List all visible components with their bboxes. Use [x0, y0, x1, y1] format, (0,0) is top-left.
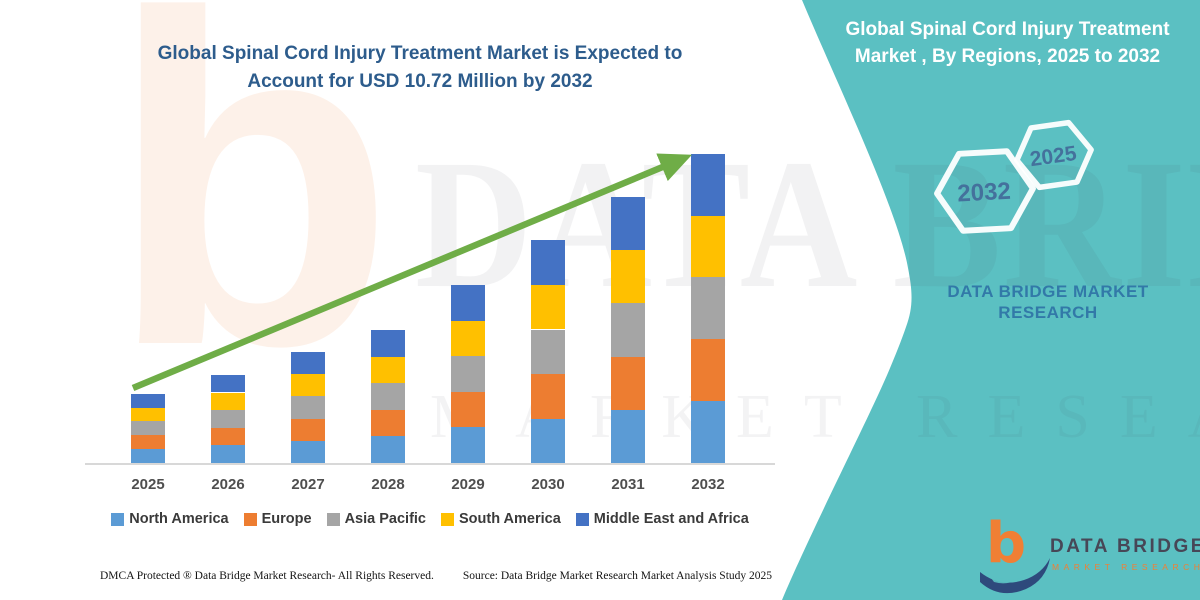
bar-segment: [131, 449, 165, 463]
x-axis-label: 2025: [131, 476, 165, 493]
x-axis-label: 2029: [451, 476, 485, 493]
bar-segment: [211, 374, 245, 393]
bar-segment: [291, 374, 325, 397]
legend-swatch: [575, 512, 589, 526]
legend: North America Europe Asia Pacific South Ame…: [85, 511, 775, 527]
bar-segment: [131, 407, 165, 422]
bar-segment: [131, 393, 165, 408]
x-axis-label: 2027: [291, 476, 325, 493]
logo-b-icon: b: [986, 511, 1027, 576]
trend-arrow-line: [131, 153, 692, 391]
logo-tagline: MARKET RESEARCH: [1052, 562, 1200, 572]
x-axis-labels: 2025 2026 2027 2028 2029 2030 2031 2032: [85, 476, 775, 496]
x-axis-label: 2032: [691, 476, 725, 493]
bar-segment: [531, 374, 565, 419]
bar-segment: [451, 391, 485, 428]
bar-segment: [451, 427, 485, 463]
logo-name: DATA BRIDGE: [1050, 536, 1200, 557]
bar-segment: [451, 285, 485, 321]
legend-swatch: [111, 512, 125, 526]
legend-swatch: [441, 512, 454, 526]
bar-segment: [211, 445, 245, 463]
bar-segment: [691, 153, 725, 216]
x-axis-label: 2026: [211, 476, 245, 493]
hexagon-2025-label: 2025: [1028, 142, 1078, 171]
hexagon-2025: [1014, 119, 1094, 191]
bar-segment: [291, 418, 325, 441]
bar-segment: [131, 421, 165, 436]
footer: DMCA Protected ® Data Bridge Market Rese…: [100, 570, 780, 582]
teal-panel-shape: [782, 0, 1200, 600]
bar-segment: [371, 383, 405, 410]
x-axis-label: 2030: [531, 476, 565, 493]
legend-label: South America: [459, 511, 561, 527]
watermark-logo-glyph: b: [108, 0, 396, 443]
bar-segment: [531, 240, 565, 285]
data-bridge-logo: b DATA BRIDGE MARKET RESEARCH: [980, 516, 1200, 594]
bar-segment: [211, 410, 245, 428]
x-axis-label: 2031: [611, 476, 645, 493]
bar-segment: [371, 356, 405, 384]
bar-segment: [371, 409, 405, 437]
bar-segment: [611, 303, 645, 357]
bar-segment: [531, 418, 565, 463]
legend-item: North America: [111, 511, 229, 527]
bar-segment: [371, 330, 405, 357]
bar-segment: [691, 215, 725, 278]
bar-segment: [611, 197, 645, 251]
chart-title: Global Spinal Cord Injury Treatment Mark…: [157, 43, 683, 92]
legend-label: Asia Pacific: [344, 511, 426, 527]
hexagon-2032: [934, 148, 1036, 234]
dmca-text: DMCA Protected ® Data Bridge Market Rese…: [100, 570, 434, 582]
bar-segment: [211, 427, 245, 446]
bar-segment: [691, 401, 725, 463]
legend-item: Middle East and Africa: [575, 511, 749, 527]
legend-label: Middle East and Africa: [593, 511, 749, 527]
source-text: Source: Data Bridge Market Research Mark…: [462, 570, 773, 582]
bar-segment: [611, 356, 645, 410]
bar-segment: [211, 392, 245, 411]
bar-segment: [691, 277, 725, 340]
legend-item: Europe: [243, 511, 312, 527]
plot-area: [85, 140, 775, 465]
right-panel-title: Global Spinal Cord Injury Treatment Mark…: [845, 19, 1170, 67]
bar-segment: [371, 436, 405, 463]
legend-label: North America: [129, 511, 229, 527]
bar-segment: [291, 440, 325, 463]
trend-arrow: [131, 153, 692, 391]
bar-segment: [291, 396, 325, 419]
bar-segment: [451, 356, 485, 392]
hexagons: 2032 2025: [934, 119, 1094, 234]
bar-segment: [291, 351, 325, 374]
bar-segment: [611, 409, 645, 463]
bar-segment: [691, 339, 725, 402]
brand-text: DATA BRIDGE MARKET RESEARCH: [947, 282, 1149, 322]
bar-segment: [611, 250, 645, 304]
logo-swoosh-icon: [980, 558, 1050, 594]
legend-swatch: [243, 512, 257, 526]
legend-item: South America: [441, 511, 561, 527]
x-axis-label: 2028: [371, 476, 405, 493]
hexagon-2032-label: 2032: [957, 178, 1012, 208]
bar-segment: [531, 329, 565, 374]
legend-item: Asia Pacific: [326, 511, 426, 527]
legend-swatch: [326, 512, 340, 526]
bar-segment: [131, 435, 165, 450]
bar-segment: [451, 320, 485, 357]
bar-segment: [531, 284, 565, 330]
legend-label: Europe: [261, 511, 312, 527]
